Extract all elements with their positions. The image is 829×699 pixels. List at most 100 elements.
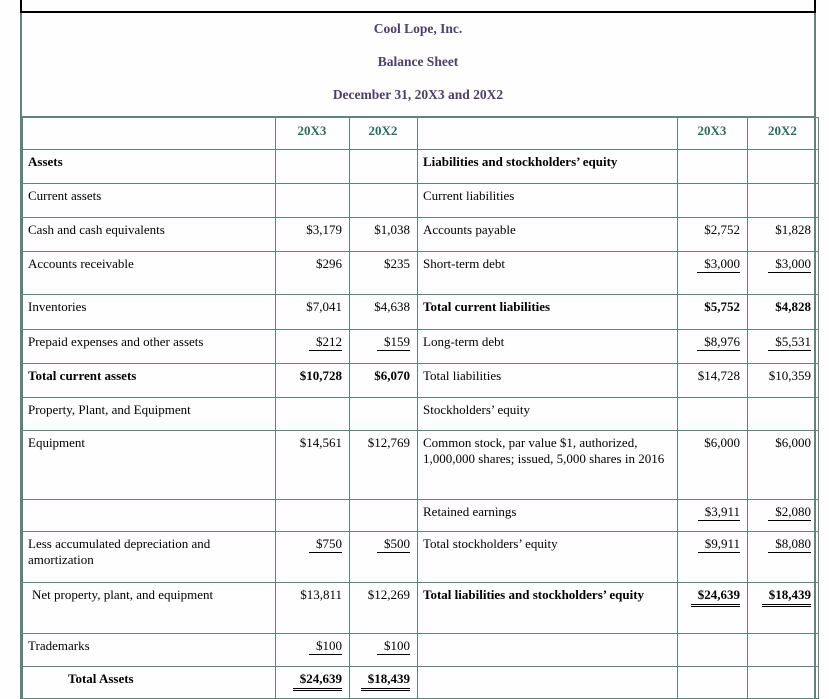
- table-row: Equipment $14,561 $12,769 Common stock, par…: [22, 430, 819, 500]
- cell-value-20x3: $5,752: [677, 294, 748, 330]
- cell-value-20x2: $500: [349, 531, 418, 583]
- table-row: Property, Plant, and Equipment Stockholde…: [22, 397, 819, 431]
- amount: $212: [309, 334, 342, 351]
- cell-label: Less accumulated depreciation and amorti…: [22, 531, 276, 583]
- cell-label: Equipment: [22, 430, 276, 500]
- page-top-border-fragment: [20, 0, 816, 13]
- amount: $4,828: [775, 299, 811, 314]
- cell-value-20x2: $159: [349, 329, 418, 364]
- cell-label: Stockholders’ equity: [417, 397, 678, 431]
- cell-value-20x3: [677, 149, 748, 184]
- table-row: Less accumulated depreciation and amorti…: [22, 531, 819, 583]
- cell-value-20x3: $7,041: [275, 294, 350, 330]
- cell-value-20x2: $235: [349, 251, 418, 295]
- cell-value-20x2: $18,439: [747, 582, 819, 634]
- balance-sheet-document: Cool Lope, Inc. Balance Sheet December 3…: [20, 0, 819, 699]
- cell-value-20x3: [677, 666, 748, 699]
- cell-value-20x3: [275, 183, 350, 218]
- cell-value-20x2: $2,080: [747, 499, 819, 532]
- amount: $10,728: [299, 368, 342, 383]
- cell-label: [417, 633, 678, 667]
- amount: $1,828: [775, 222, 811, 237]
- amount: $3,000: [697, 256, 740, 273]
- cell-label: Total liabilities: [417, 363, 678, 398]
- year-header-row: 20X3 20X2 20X3 20X2: [22, 117, 819, 150]
- cell-label: Accounts payable: [417, 217, 678, 252]
- cell-value-20x3: [275, 149, 350, 184]
- cell-value-20x2: [349, 397, 418, 431]
- cell-label: Property, Plant, and Equipment: [22, 397, 276, 431]
- cell-value-20x2: $10,359: [747, 363, 819, 398]
- cell-value-20x3: $212: [275, 329, 350, 364]
- statement-name: Balance Sheet: [377, 54, 459, 69]
- cell-label: Current assets: [22, 183, 276, 218]
- amount: $12,269: [367, 587, 410, 602]
- cell-value-20x2: $1,828: [747, 217, 819, 252]
- cell-value-20x2: $4,828: [747, 294, 819, 330]
- amount: $14,561: [299, 435, 342, 450]
- amount: $8,080: [768, 536, 811, 553]
- amount: $14,728: [697, 368, 740, 383]
- cell-label: Inventories: [22, 294, 276, 330]
- cell-value-20x2: [349, 149, 418, 184]
- amount: $18,439: [761, 587, 811, 607]
- amount: $18,439: [360, 671, 410, 691]
- cell-label: Trademarks: [22, 633, 276, 667]
- amount: $10,359: [768, 368, 811, 383]
- table-row: Assets Liabilities and stockholders’ equi…: [22, 149, 819, 184]
- table-row: Prepaid expenses and other assets $212 $15…: [22, 329, 819, 364]
- table-row: Trademarks $100 $100: [22, 633, 819, 667]
- balance-sheet-table-frame: Cool Lope, Inc. Balance Sheet December 3…: [20, 13, 819, 699]
- table-row: Retained earnings $3,911 $2,080: [22, 499, 819, 532]
- column-header-20x2-right: 20X2: [747, 117, 819, 150]
- amount: $3,000: [768, 256, 811, 273]
- cell-label: [22, 499, 276, 532]
- amount: $24,639: [292, 671, 342, 691]
- cell-label: Total liabilities and stockholders’ equi…: [417, 582, 678, 634]
- cell-label: Total current liabilities: [417, 294, 678, 330]
- column-header-20x3-left: 20X3: [275, 117, 350, 150]
- cell-label: Current liabilities: [417, 183, 678, 218]
- amount: $100: [309, 638, 342, 655]
- amount: $750: [309, 536, 342, 553]
- column-header-20x2-left: 20X2: [349, 117, 418, 150]
- cell-value-20x3: $24,639: [677, 582, 748, 634]
- table-row: Accounts receivable $296 $235 Short-term de…: [22, 251, 819, 295]
- cell-value-20x3: [677, 397, 748, 431]
- amount: $6,000: [775, 435, 811, 450]
- cell-value-20x2: [349, 499, 418, 532]
- cell-value-20x2: [747, 183, 819, 218]
- cell-label: Net property, plant, and equipment: [22, 582, 276, 634]
- amount: $12,769: [367, 435, 410, 450]
- cell-value-20x2: $1,038: [349, 217, 418, 252]
- cell-value-20x2: $12,269: [349, 582, 418, 634]
- table-row: Net property, plant, and equipment $13,81…: [22, 582, 819, 634]
- statement-period: December 31, 20X3 and 20X2: [332, 87, 504, 102]
- amount: $296: [316, 256, 342, 271]
- cell-value-20x2: $8,080: [747, 531, 819, 583]
- cell-value-20x3: $296: [275, 251, 350, 295]
- cell-label: Total stockholders’ equity: [417, 531, 678, 583]
- cell-value-20x3: $2,752: [677, 217, 748, 252]
- cell-value-20x2: $12,769: [349, 430, 418, 500]
- amount: $100: [377, 638, 410, 655]
- cell-blank: [417, 117, 678, 150]
- cell-value-20x3: $3,000: [677, 251, 748, 295]
- amount: $9,911: [697, 536, 740, 553]
- company-name: Cool Lope, Inc.: [373, 21, 463, 36]
- cell-value-20x3: $3,179: [275, 217, 350, 252]
- cell-label: Prepaid expenses and other assets: [22, 329, 276, 364]
- cell-value-20x2: [747, 397, 819, 431]
- table-row: Total Assets $24,639 $18,439: [22, 666, 819, 699]
- cell-value-20x2: $5,531: [747, 329, 819, 364]
- cell-value-20x2: $100: [349, 633, 418, 667]
- amount: $159: [377, 334, 410, 351]
- amount: $8,976: [697, 334, 740, 351]
- amount: $1,038: [374, 222, 410, 237]
- cell-value-20x2: $6,000: [747, 430, 819, 500]
- balance-sheet-body: Assets Liabilities and stockholders’ equi…: [22, 149, 819, 699]
- cell-label: Total current assets: [22, 363, 276, 398]
- cell-value-20x2: [747, 633, 819, 667]
- cell-value-20x3: [677, 633, 748, 667]
- cell-value-20x3: $10,728: [275, 363, 350, 398]
